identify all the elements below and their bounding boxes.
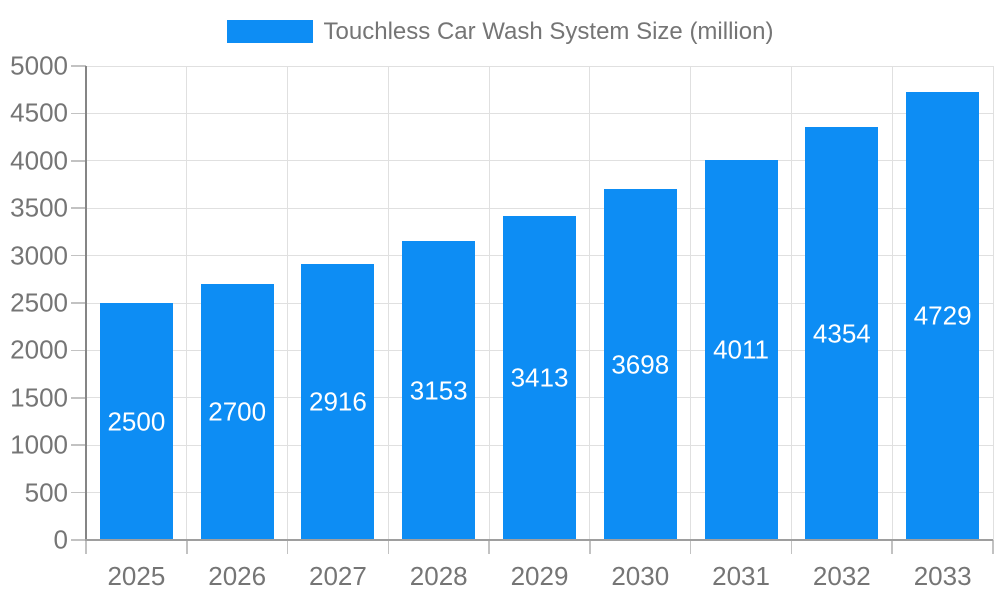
bar-2033[interactable]: 4729 bbox=[906, 91, 980, 540]
x-axis-tick-label: 2025 bbox=[107, 561, 166, 591]
x-axis-tick-label: 2029 bbox=[510, 561, 569, 591]
y-tick-mark bbox=[71, 254, 86, 257]
bar-2025[interactable]: 2500 bbox=[99, 303, 173, 540]
y-axis-tick-label: 5000 bbox=[10, 50, 68, 81]
y-axis-tick-label: 2000 bbox=[10, 334, 68, 365]
x-tick-mark bbox=[790, 540, 793, 554]
y-tick-mark bbox=[71, 302, 86, 304]
x-tick-mark bbox=[891, 540, 893, 554]
x-axis-tick-label: 2030 bbox=[611, 561, 670, 591]
y-tick-mark bbox=[71, 65, 86, 67]
y-tick-mark bbox=[71, 444, 86, 446]
x-axis-tick-label: 2032 bbox=[812, 561, 871, 591]
bar-2026[interactable]: 2700 bbox=[200, 284, 274, 540]
x-gridline bbox=[488, 66, 490, 540]
bar-value-label: 3413 bbox=[510, 362, 569, 393]
y-tick-mark bbox=[71, 397, 86, 399]
x-tick-mark bbox=[689, 540, 692, 554]
y-gridline bbox=[86, 207, 993, 209]
bar-2027[interactable]: 2916 bbox=[301, 263, 375, 540]
bar-2031[interactable]: 4011 bbox=[704, 159, 778, 540]
x-gridline bbox=[891, 66, 893, 540]
y-axis-tick-label: 3500 bbox=[10, 192, 68, 223]
y-axis-tick-label: 3000 bbox=[10, 240, 68, 271]
legend-swatch bbox=[226, 20, 313, 43]
bar-value-label: 3698 bbox=[611, 349, 670, 380]
y-tick-mark bbox=[71, 112, 86, 115]
x-axis-tick-label: 2033 bbox=[913, 561, 972, 591]
bar-value-label: 3153 bbox=[409, 375, 468, 406]
y-gridline bbox=[86, 112, 993, 114]
bar-value-label: 2500 bbox=[107, 406, 166, 436]
x-tick-mark bbox=[992, 540, 994, 554]
y-axis-tick-label: 4500 bbox=[10, 97, 68, 128]
x-gridline bbox=[790, 66, 792, 540]
bar-2030[interactable]: 3698 bbox=[603, 189, 677, 540]
x-axis-tick-label: 2031 bbox=[712, 561, 770, 591]
y-tick-mark bbox=[71, 160, 86, 162]
x-tick-mark bbox=[387, 540, 390, 554]
x-axis-tick-label: 2028 bbox=[409, 561, 468, 591]
y-axis-tick-label: 500 bbox=[24, 477, 68, 508]
y-gridline bbox=[86, 65, 993, 67]
y-axis-tick-label: 1500 bbox=[10, 382, 68, 413]
x-axis-line bbox=[85, 539, 993, 541]
x-tick-mark bbox=[186, 540, 188, 554]
x-gridline bbox=[287, 66, 289, 540]
y-tick-mark bbox=[71, 349, 86, 352]
x-gridline bbox=[589, 66, 591, 540]
y-axis-tick-label: 4000 bbox=[10, 145, 68, 176]
x-gridline bbox=[387, 66, 389, 540]
bar-2028[interactable]: 3153 bbox=[402, 241, 476, 540]
bar-2032[interactable]: 4354 bbox=[805, 127, 879, 540]
bar-value-label: 2916 bbox=[309, 386, 367, 417]
y-tick-mark bbox=[71, 539, 86, 541]
x-gridline bbox=[690, 66, 692, 540]
legend-item[interactable]: Touchless Car Wash System Size (million) bbox=[226, 17, 774, 46]
legend: Touchless Car Wash System Size (million) bbox=[0, 17, 1000, 46]
x-gridline bbox=[186, 66, 188, 540]
x-tick-mark bbox=[286, 540, 289, 554]
y-tick-mark bbox=[71, 491, 86, 494]
x-tick-mark bbox=[85, 540, 87, 554]
bar-2029[interactable]: 3413 bbox=[503, 216, 576, 540]
x-axis-tick-label: 2027 bbox=[309, 561, 367, 591]
bar-value-label: 4729 bbox=[913, 300, 972, 331]
y-axis-tick-label: 2500 bbox=[10, 287, 68, 318]
bar-value-label: 4011 bbox=[713, 334, 770, 365]
x-tick-mark bbox=[488, 540, 490, 554]
y-tick-mark bbox=[71, 207, 86, 209]
x-axis-tick-label: 2026 bbox=[208, 561, 267, 591]
y-axis-tick-label: 1000 bbox=[10, 429, 68, 460]
y-axis-line bbox=[85, 66, 87, 540]
x-tick-mark bbox=[589, 540, 591, 554]
x-gridline bbox=[992, 66, 994, 540]
bar-value-label: 4354 bbox=[812, 318, 871, 349]
legend-label: Touchless Car Wash System Size (million) bbox=[323, 17, 774, 45]
y-gridline bbox=[86, 160, 993, 162]
bar-value-label: 2700 bbox=[208, 396, 267, 427]
y-axis-tick-label: 0 bbox=[53, 524, 68, 555]
